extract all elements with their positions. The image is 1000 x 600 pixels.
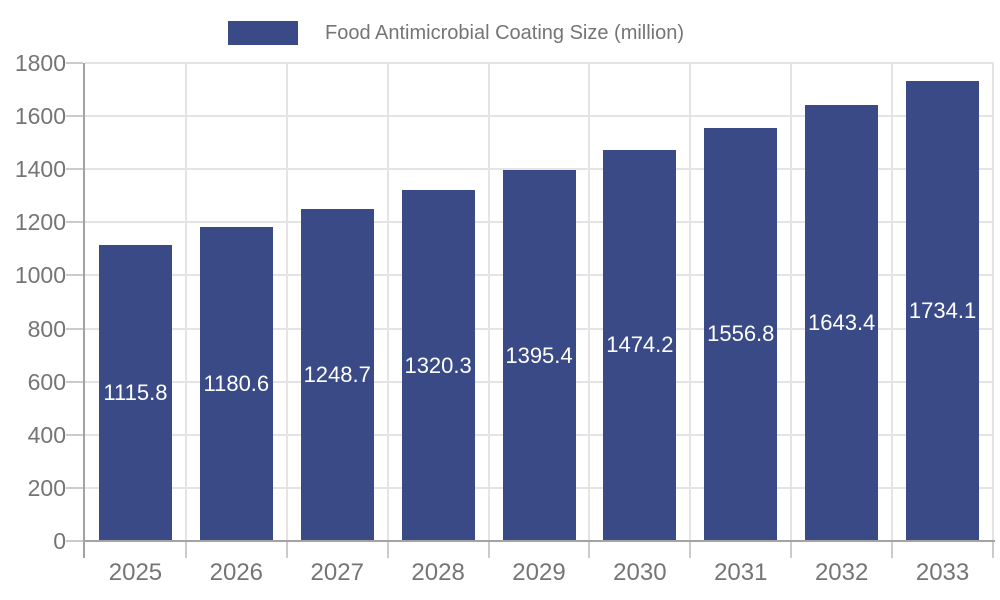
h-gridline [85, 115, 993, 118]
h-gridline [85, 62, 993, 64]
y-tick [66, 168, 83, 171]
x-tick [790, 542, 793, 558]
x-axis-label: 2026 [209, 559, 264, 586]
y-axis-label: 1600 [14, 103, 66, 130]
x-tick [386, 542, 389, 558]
bar-value-label: 1734.1 [908, 297, 977, 323]
bar-value-label: 1395.4 [505, 342, 573, 368]
v-gridline [588, 63, 591, 541]
v-gridline [689, 63, 692, 541]
bar-value-label: 1474.2 [606, 332, 674, 358]
bar-2026[interactable]: 1180.6 [199, 227, 273, 541]
y-axis-label: 1400 [14, 156, 66, 183]
x-tick [588, 542, 591, 558]
y-axis-label: 600 [27, 368, 66, 395]
y-tick [66, 540, 83, 542]
x-axis-label: 2031 [714, 559, 768, 586]
plot-area: 1115.8 1180.6 1248.7 1320.3 1395.4 1474.2 1556… [66, 62, 995, 558]
x-axis-label: 2030 [613, 559, 667, 586]
bar-2032[interactable]: 1643.4 [805, 104, 879, 541]
x-axis-label: 2025 [108, 559, 163, 586]
y-tick [66, 327, 83, 330]
v-gridline [285, 63, 288, 541]
bar-value-label: 1115.8 [103, 379, 168, 405]
v-gridline [992, 63, 994, 541]
y-axis-label: 400 [27, 421, 66, 448]
legend-item[interactable]: Food Antimicrobial Coating Size (million… [228, 19, 684, 47]
v-gridline [790, 63, 793, 541]
y-axis-label: 1000 [14, 262, 66, 289]
bar-value-label: 1320.3 [404, 352, 472, 378]
v-gridline [487, 63, 490, 541]
bar-2033[interactable]: 1734.1 [906, 80, 980, 541]
x-axis-label: 2032 [814, 559, 869, 586]
y-tick [66, 274, 83, 277]
bar-value-label: 1180.6 [203, 371, 270, 397]
x-tick [184, 542, 187, 558]
y-tick [66, 115, 83, 118]
x-tick [689, 542, 692, 558]
x-axis-label: 2033 [915, 559, 970, 586]
y-tick [66, 62, 83, 64]
x-tick [891, 542, 894, 558]
legend-label: Food Antimicrobial Coating Size (million… [325, 22, 685, 44]
bar-2031[interactable]: 1556.8 [704, 127, 778, 541]
v-gridline [184, 63, 187, 541]
y-axis-label: 200 [27, 474, 66, 501]
bar-value-label: 1556.8 [707, 321, 775, 347]
y-axis-label: 800 [27, 315, 66, 342]
y-tick [66, 221, 83, 224]
y-tick [66, 433, 83, 436]
y-tick [66, 380, 83, 383]
legend-swatch-icon [228, 21, 298, 45]
y-tick [66, 486, 83, 489]
bar-2025[interactable]: 1115.8 [98, 244, 172, 541]
h-gridline [85, 168, 993, 171]
x-tick [992, 542, 994, 558]
bar-2030[interactable]: 1474.2 [603, 149, 677, 541]
x-axis-line [83, 540, 995, 542]
x-tick [487, 542, 490, 558]
v-gridline [386, 63, 389, 541]
x-tick [285, 542, 288, 558]
bar-value-label: 1248.7 [303, 362, 371, 388]
bar-value-label: 1643.4 [808, 309, 876, 335]
y-axis-label: 1800 [14, 50, 66, 76]
v-gridline [891, 63, 894, 541]
x-axis-label: 2029 [512, 559, 566, 586]
bar-2027[interactable]: 1248.7 [300, 209, 374, 541]
x-axis-label: 2027 [310, 559, 364, 586]
y-axis-line [83, 63, 85, 558]
bar-2029[interactable]: 1395.4 [502, 170, 576, 541]
bar-2028[interactable]: 1320.3 [401, 190, 475, 541]
y-axis-label: 0 [53, 528, 66, 554]
x-axis-label: 2028 [411, 559, 465, 586]
y-axis-label: 1200 [14, 209, 66, 236]
